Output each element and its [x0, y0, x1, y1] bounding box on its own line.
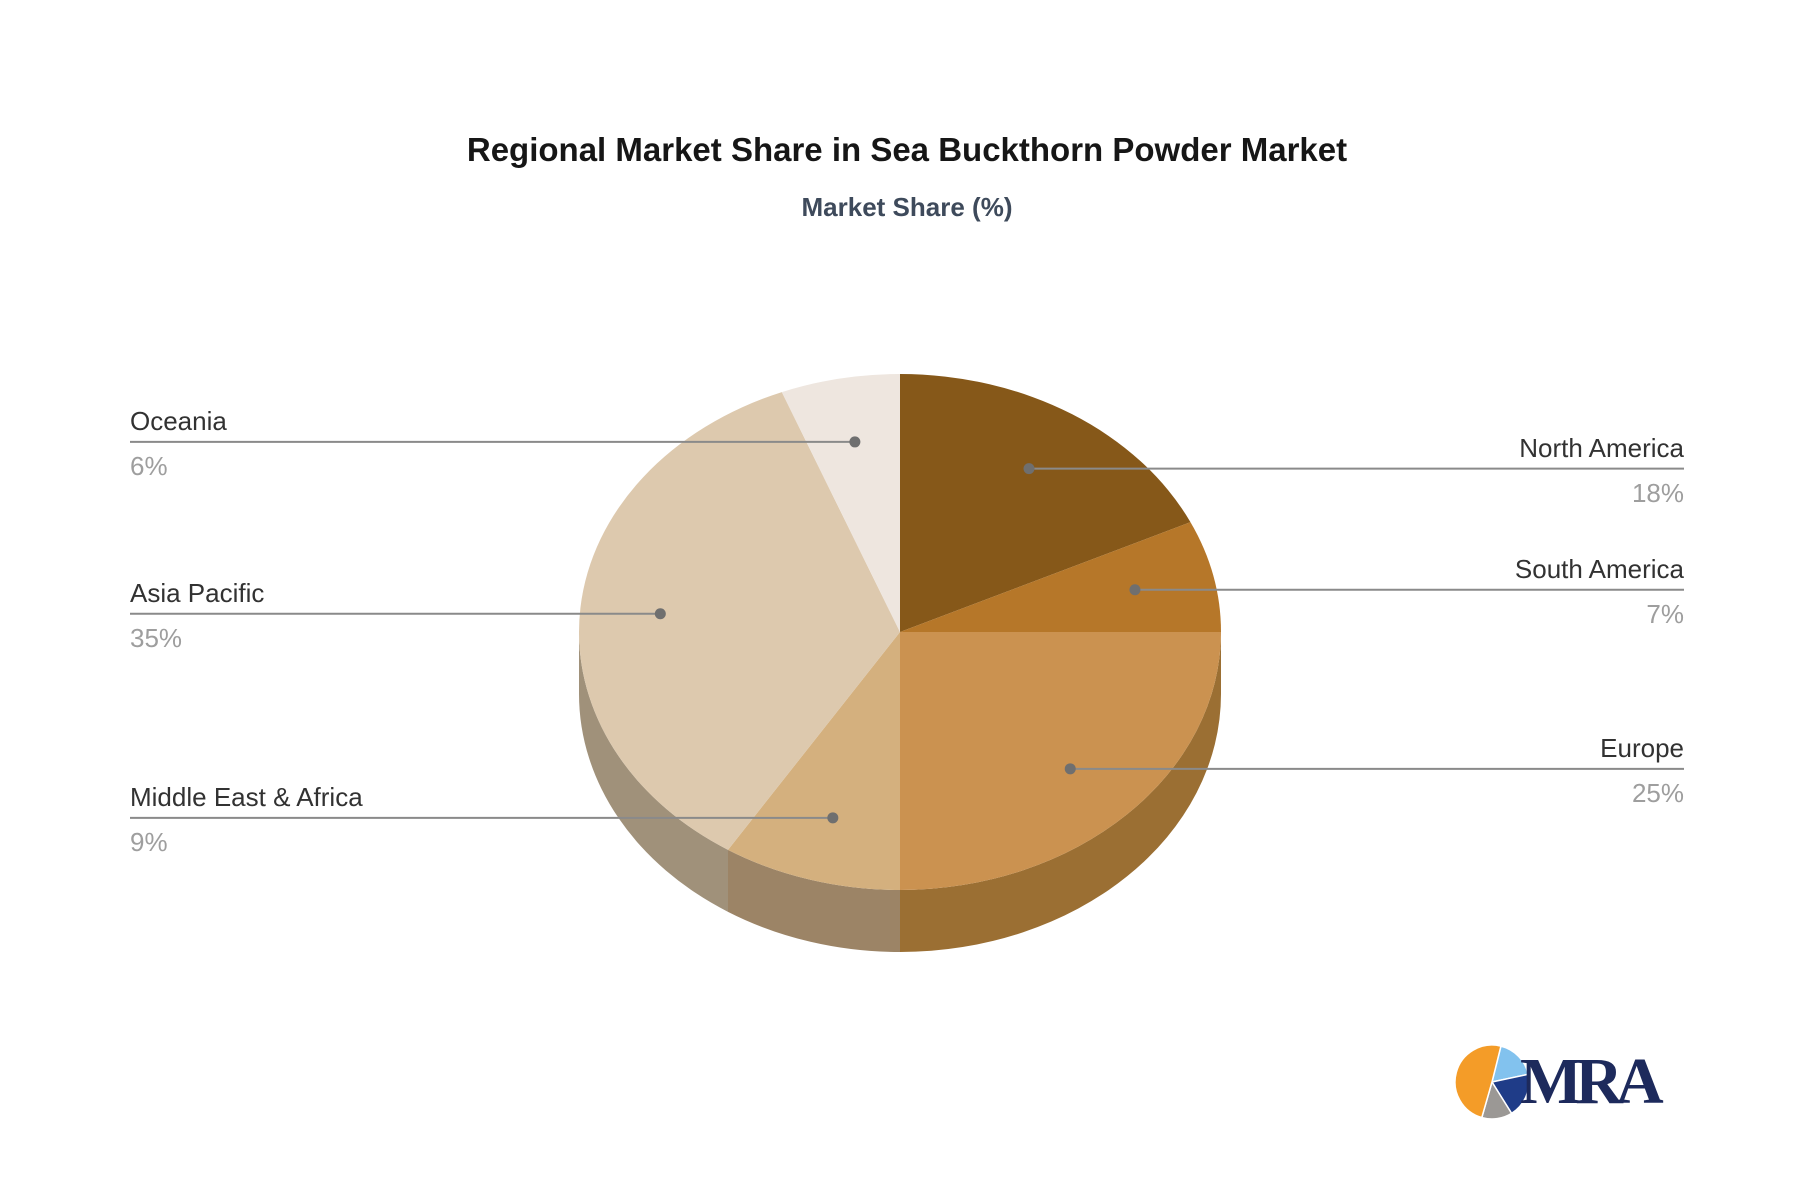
- pie-slice-asia-pacific: [579, 392, 900, 850]
- pie-slice-side-europe: [900, 632, 1221, 952]
- logo-pie-icon: [1454, 1044, 1530, 1120]
- slice-value-europe: 25%: [1631, 777, 1684, 808]
- pie-slice-middle-east-africa: [727, 632, 900, 890]
- slice-label-south-america: South America: [1514, 553, 1684, 584]
- slice-label-asia-pacific: Asia Pacific: [130, 577, 265, 608]
- leader-dot-europe: [1064, 763, 1076, 775]
- slice-value-asia-pacific: 35%: [130, 622, 183, 653]
- pie-slice-side-middle-east-africa: [727, 849, 900, 952]
- pie-slice-south-america: [900, 522, 1221, 632]
- slice-value-oceania: 6%: [130, 450, 168, 481]
- leader-dot-south-america: [1129, 584, 1141, 596]
- slice-value-south-america: 7%: [1646, 598, 1684, 629]
- logo-pie-slice-orange: [1454, 1044, 1502, 1119]
- slice-label-north-america: North America: [1519, 432, 1684, 463]
- logo-text: MRA: [1520, 1045, 1664, 1118]
- logo: MRA: [1452, 1038, 1664, 1126]
- pie-slice-north-america: [900, 374, 1191, 632]
- slice-label-middle-east-africa: Middle East & Africa: [130, 781, 363, 812]
- pie-slice-oceania: [781, 374, 900, 632]
- chart-title: Regional Market Share in Sea Buckthorn P…: [466, 131, 1348, 168]
- slice-value-middle-east-africa: 9%: [130, 826, 168, 857]
- leader-dot-north-america: [1023, 463, 1035, 475]
- leader-dot-oceania: [849, 436, 861, 448]
- slice-label-oceania: Oceania: [130, 405, 227, 436]
- slice-value-north-america: 18%: [1631, 477, 1684, 508]
- pie-slice-europe: [900, 632, 1221, 890]
- leader-dot-asia-pacific: [654, 608, 666, 620]
- pie-slice-side-asia-pacific: [579, 632, 728, 912]
- logo-pie-slice-navy: [1490, 1073, 1530, 1115]
- chart-subtitle: Market Share (%): [801, 192, 1013, 222]
- leader-dot-middle-east-africa: [827, 812, 839, 824]
- logo-pie-slice-light-blue: [1490, 1045, 1530, 1083]
- slice-label-europe: Europe: [1600, 732, 1684, 763]
